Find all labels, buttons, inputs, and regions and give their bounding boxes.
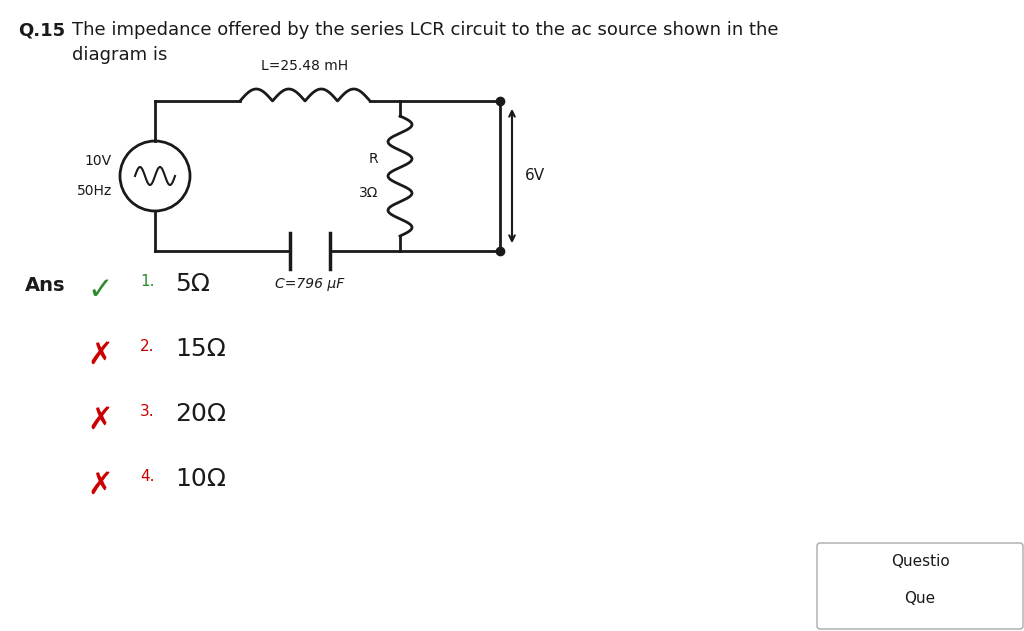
Text: ✗: ✗ [87,406,113,435]
Text: 10Ω: 10Ω [175,467,226,491]
Text: 15Ω: 15Ω [175,337,226,361]
Text: 1.: 1. [140,274,155,289]
Text: 10V: 10V [85,154,112,168]
Text: diagram is: diagram is [72,46,167,64]
Text: 20Ω: 20Ω [175,402,226,426]
Text: L=25.48 mH: L=25.48 mH [261,59,348,73]
Text: C=796 μF: C=796 μF [275,277,345,291]
Text: 6V: 6V [525,168,545,184]
Text: Questio: Questio [891,554,949,569]
Text: 50Hz: 50Hz [77,184,112,198]
FancyBboxPatch shape [817,543,1023,629]
Text: The impedance offered by the series LCR circuit to the ac source shown in the: The impedance offered by the series LCR … [72,21,778,39]
Text: 3.: 3. [140,404,155,419]
Text: R: R [369,152,378,166]
Text: Que: Que [904,591,936,606]
Text: 2.: 2. [140,339,155,354]
Text: ✗: ✗ [87,471,113,500]
Text: 5Ω: 5Ω [175,272,210,296]
Text: Ans: Ans [25,276,66,295]
Text: ✓: ✓ [87,276,113,305]
Text: 3Ω: 3Ω [358,186,378,200]
Text: Q.15: Q.15 [18,21,66,39]
Text: ✗: ✗ [87,341,113,370]
Text: 4.: 4. [140,469,155,484]
